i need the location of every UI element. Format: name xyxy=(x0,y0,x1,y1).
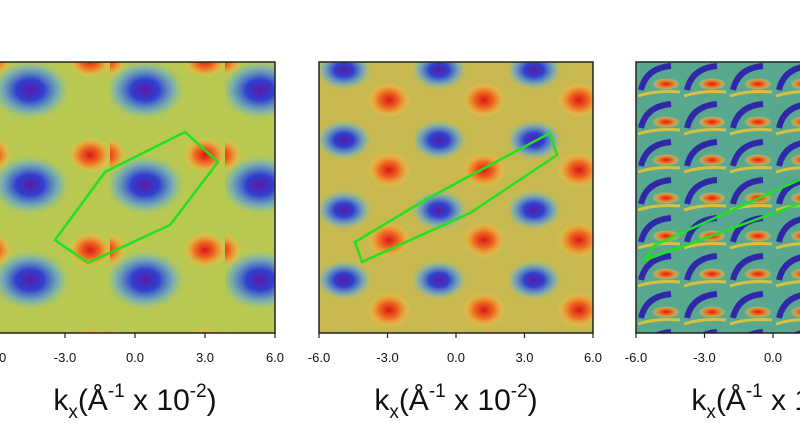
x-axis-label-part: (Å xyxy=(716,384,746,417)
brillouin-zone xyxy=(641,178,800,263)
x-tick-label: 0.0 xyxy=(126,350,144,365)
x-tick-label: -6.0 xyxy=(0,350,6,365)
x-tick-label: -3.0 xyxy=(54,350,76,365)
x-axis-label-part: k xyxy=(374,384,390,417)
x-axis-label-part: k xyxy=(691,384,707,417)
contour-map xyxy=(635,61,800,334)
contour-map xyxy=(0,61,276,334)
x-tick-label: 0.0 xyxy=(764,350,782,365)
x-axis-label-part: ) xyxy=(207,384,217,417)
brillouin-zone xyxy=(53,130,220,265)
x-tick-label: 3.0 xyxy=(515,350,533,365)
x-axis-label-part: -2 xyxy=(190,381,207,402)
x-axis-label-part: -1 xyxy=(746,381,763,402)
x-axis-label-part: x xyxy=(68,402,78,423)
x-tick-label: -3.0 xyxy=(693,350,715,365)
x-tick-label: 3.0 xyxy=(196,350,214,365)
x-tick-label: 0.0 xyxy=(447,350,465,365)
x-axis-label-part: x xyxy=(389,402,399,423)
x-axis-label-part: k xyxy=(53,384,69,417)
x-axis-label: kx(Å-1 x 10-2) xyxy=(374,381,537,423)
x-tick-label: -6.0 xyxy=(308,350,330,365)
x-tick-label: 6.0 xyxy=(266,350,284,365)
brillouin-zone xyxy=(353,131,559,264)
x-axis-label-part: x xyxy=(706,402,716,423)
x-axis-label-part: -1 xyxy=(108,381,125,402)
x-axis-label-part: -2 xyxy=(511,381,528,402)
x-axis-label: kx(Å-1 x 10-2) xyxy=(691,381,800,423)
x-axis-label-part: x 10 xyxy=(446,384,511,417)
x-axis-label-part: x 10 xyxy=(125,384,190,417)
x-tick-label: -3.0 xyxy=(376,350,398,365)
x-axis-label-part: (Å xyxy=(78,384,108,417)
contour-map xyxy=(318,61,594,334)
x-axis-label: kx(Å-1 x 10-2) xyxy=(53,381,216,423)
x-axis-label-part: -1 xyxy=(429,381,446,402)
x-tick-label: -6.0 xyxy=(625,350,647,365)
x-axis-label-part: x 10 xyxy=(763,384,800,417)
x-axis-label-part: (Å xyxy=(399,384,429,417)
x-tick-label: 6.0 xyxy=(584,350,602,365)
x-axis-label-part: ) xyxy=(528,384,538,417)
